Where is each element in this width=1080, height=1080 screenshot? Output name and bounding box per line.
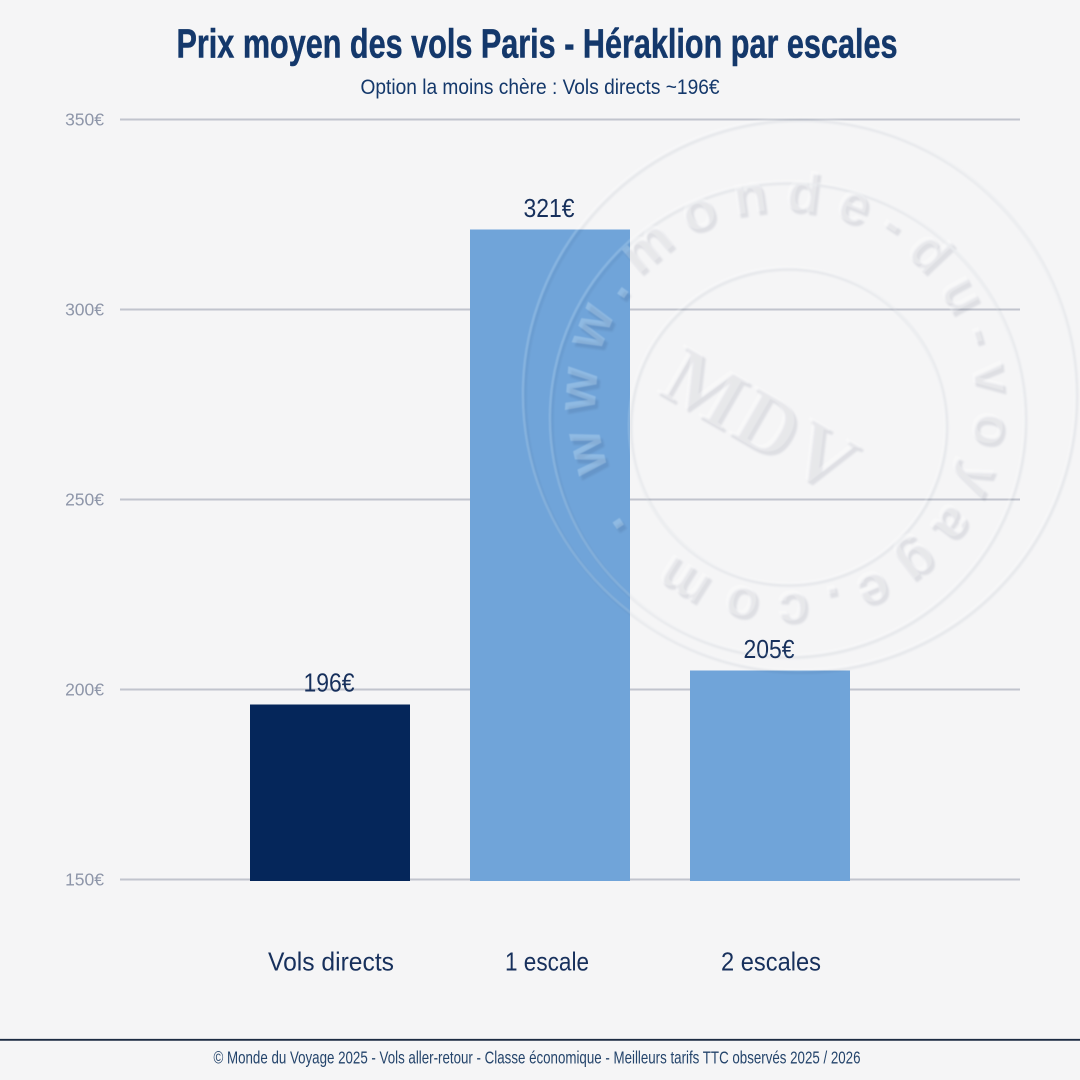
svg-text:© Monde du Voyage 2025 - Vols: © Monde du Voyage 2025 - Vols aller-reto… bbox=[214, 1048, 861, 1068]
svg-text:350€: 350€ bbox=[65, 110, 104, 130]
svg-text:200€: 200€ bbox=[65, 680, 104, 700]
svg-text:2 escales: 2 escales bbox=[721, 947, 821, 977]
svg-text:1 escale: 1 escale bbox=[505, 947, 589, 977]
svg-text:196€: 196€ bbox=[304, 668, 355, 698]
svg-text:300€: 300€ bbox=[65, 300, 104, 320]
svg-text:Prix moyen des vols Paris - Hé: Prix moyen des vols Paris - Héraklion pa… bbox=[177, 21, 898, 67]
svg-text:205€: 205€ bbox=[744, 634, 795, 664]
svg-text:150€: 150€ bbox=[65, 870, 104, 890]
svg-text:Option la moins chère : Vols d: Option la moins chère : Vols directs ~19… bbox=[361, 76, 720, 99]
svg-text:250€: 250€ bbox=[65, 490, 104, 510]
svg-text:321€: 321€ bbox=[524, 193, 575, 223]
svg-text:Vols directs: Vols directs bbox=[268, 947, 394, 977]
